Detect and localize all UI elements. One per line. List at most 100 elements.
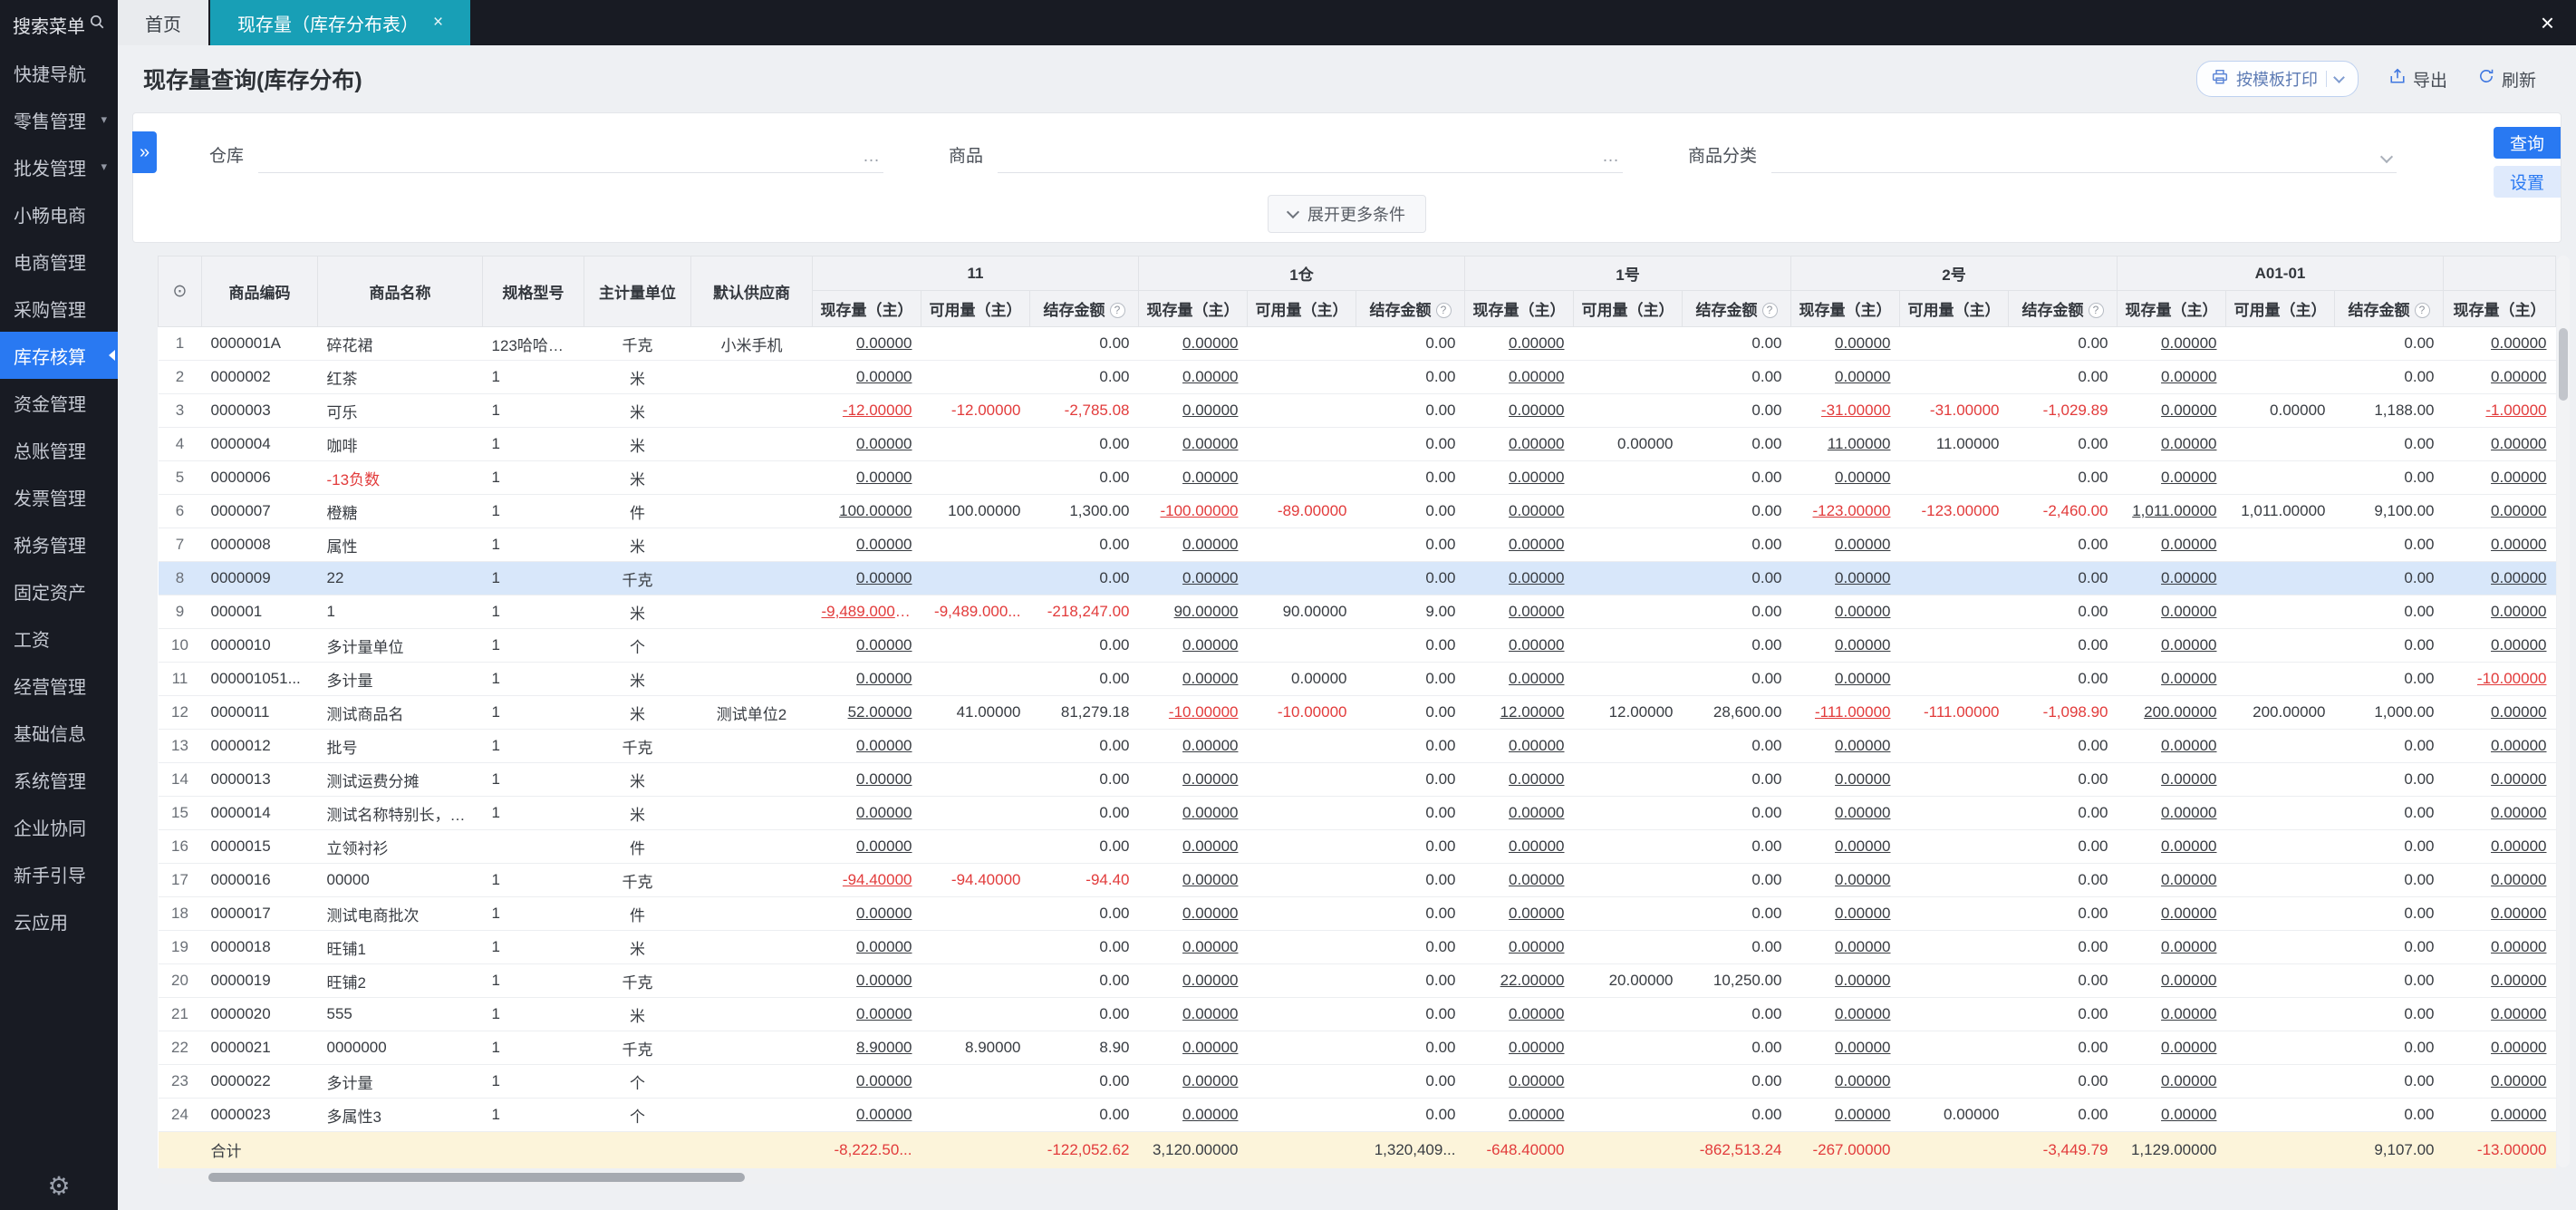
cell-onhand-qty[interactable]: -9,489.00000 [812, 595, 921, 629]
table-row[interactable]: 10 0000010 多计量单位 1 个 0.00000 0.00 0.00000 0.00 0.… [158, 628, 2556, 663]
cell-onhand-qty[interactable]: -100.00000 [1138, 494, 1248, 528]
cell-onhand-qty[interactable]: 0.00000 [2117, 829, 2226, 864]
cell-onhand-qty[interactable]: 0.00000 [812, 360, 921, 394]
cell-onhand-qty[interactable]: 0.00000 [1138, 528, 1248, 562]
cell-onhand-qty[interactable]: 0.00000 [812, 963, 921, 998]
cell-onhand-qty[interactable]: 0.00000 [1464, 930, 1574, 964]
cell-onhand-qty[interactable]: 0.00000 [1464, 326, 1574, 361]
warehouse-input[interactable] [258, 135, 884, 172]
cell-onhand-qty[interactable]: 0.00000 [2443, 595, 2556, 629]
cell-onhand-qty[interactable]: 0.00000 [1790, 1064, 1900, 1099]
cell-onhand-qty[interactable]: 0.00000 [2117, 1098, 2226, 1132]
cell-onhand-qty[interactable]: 0.00000 [1790, 1098, 1900, 1132]
cell-onhand-qty[interactable]: 0.00000 [1790, 863, 1900, 897]
cell-onhand-qty[interactable]: 0.00000 [2443, 360, 2556, 394]
table-row[interactable]: 7 0000008 属性 1 米 0.00000 0.00 0.00000 0.00 0.0000… [158, 528, 2556, 562]
cell-onhand-qty[interactable]: 0.00000 [2117, 427, 2226, 461]
table-row[interactable]: 6 0000007 橙糖 1 件 100.00000 100.00000 1,300.00 -1… [158, 494, 2556, 528]
cell-onhand-qty[interactable]: 0.00000 [1464, 1098, 1574, 1132]
cell-onhand-qty[interactable]: 0.00000 [1138, 393, 1248, 428]
cell-onhand-qty[interactable]: 0.00000 [1464, 528, 1574, 562]
horizontal-scrollbar[interactable] [158, 1171, 2555, 1184]
cell-onhand-qty[interactable]: 0.00000 [812, 561, 921, 595]
cell-onhand-qty[interactable]: 0.00000 [1138, 1098, 1248, 1132]
cell-onhand-qty[interactable]: 0.00000 [2117, 393, 2226, 428]
cell-onhand-qty[interactable]: 0.00000 [2117, 1064, 2226, 1099]
cell-onhand-qty[interactable]: 0.00000 [1790, 796, 1900, 830]
cell-onhand-qty[interactable]: 200.00000 [2117, 695, 2226, 730]
cell-onhand-qty[interactable]: 0.00000 [2443, 695, 2556, 730]
cell-onhand-qty[interactable]: -12.00000 [812, 393, 921, 428]
table-row[interactable]: 16 0000015 立领衬衫件 0.00000 0.00 0.00000 0.00 0.00… [158, 829, 2556, 864]
cell-onhand-qty[interactable]: 0.00000 [1464, 796, 1574, 830]
cell-onhand-qty[interactable]: 0.00000 [2443, 863, 2556, 897]
help-icon[interactable]: ? [1435, 303, 1452, 318]
cell-onhand-qty[interactable]: 0.00000 [812, 427, 921, 461]
settings-button[interactable]: 设置 [2494, 166, 2561, 198]
cell-onhand-qty[interactable]: 0.00000 [2117, 561, 2226, 595]
cell-onhand-qty[interactable]: 0.00000 [1790, 729, 1900, 763]
cell-onhand-qty[interactable]: 0.00000 [2117, 662, 2226, 696]
cell-onhand-qty[interactable]: 0.00000 [812, 628, 921, 663]
sidebar-item-发票管理[interactable]: 发票管理 [0, 473, 118, 520]
cell-onhand-qty[interactable]: 0.00000 [1138, 729, 1248, 763]
cell-onhand-qty[interactable]: -31.00000 [1790, 393, 1900, 428]
cell-onhand-qty[interactable]: 0.00000 [1790, 595, 1900, 629]
sidebar-item-基础信息[interactable]: 基础信息 [0, 709, 118, 756]
sidebar-item-企业协同[interactable]: 企业协同 [0, 803, 118, 850]
cell-onhand-qty[interactable]: 0.00000 [2117, 528, 2226, 562]
help-icon[interactable]: ? [2414, 303, 2430, 318]
table-row[interactable]: 12 0000011 测试商品名 1 米测试单位2 52.00000 41.00000 81,… [158, 695, 2556, 730]
sidebar-item-工资[interactable]: 工资 [0, 615, 118, 662]
cell-onhand-qty[interactable]: 0.00000 [1138, 997, 1248, 1031]
cell-onhand-qty[interactable]: 0.00000 [2443, 963, 2556, 998]
cell-onhand-qty[interactable]: 0.00000 [1138, 896, 1248, 931]
cell-onhand-qty[interactable]: 0.00000 [1138, 326, 1248, 361]
cell-onhand-qty[interactable]: 0.00000 [1464, 863, 1574, 897]
cell-onhand-qty[interactable]: 0.00000 [1138, 863, 1248, 897]
refresh-button[interactable]: 刷新 [2478, 67, 2536, 92]
cell-onhand-qty[interactable]: 0.00000 [812, 796, 921, 830]
cell-onhand-qty[interactable]: 0.00000 [2117, 863, 2226, 897]
cell-onhand-qty[interactable]: -1.00000 [2443, 393, 2556, 428]
cell-onhand-qty[interactable]: 0.00000 [1790, 896, 1900, 931]
cell-onhand-qty[interactable]: 0.00000 [2443, 1064, 2556, 1099]
cell-onhand-qty[interactable]: 100.00000 [812, 494, 921, 528]
cell-onhand-qty[interactable]: 0.00000 [1464, 494, 1574, 528]
cell-onhand-qty[interactable]: 0.00000 [1138, 360, 1248, 394]
cell-onhand-qty[interactable]: 0.00000 [2443, 930, 2556, 964]
table-row[interactable]: 23 0000022 多计量 1 个 0.00000 0.00 0.00000 0.00 0.00… [158, 1064, 2556, 1099]
cell-onhand-qty[interactable]: 0.00000 [1464, 762, 1574, 797]
help-icon[interactable]: ? [1109, 303, 1125, 318]
query-button[interactable]: 查询 [2494, 127, 2561, 159]
cell-onhand-qty[interactable]: 0.00000 [2443, 628, 2556, 663]
cell-onhand-qty[interactable]: 0.00000 [1790, 326, 1900, 361]
cell-onhand-qty[interactable]: 0.00000 [2443, 1031, 2556, 1065]
cell-onhand-qty[interactable]: 0.00000 [1464, 460, 1574, 495]
column-settings-icon[interactable]: ⊙ [172, 282, 188, 301]
table-row[interactable]: 24 0000023 多属性3 1 个 0.00000 0.00 0.00000 0.00 0.0… [158, 1098, 2556, 1132]
cell-onhand-qty[interactable]: 0.00000 [1464, 628, 1574, 663]
table-row[interactable]: 19 0000018 旺铺1 1 米 0.00000 0.00 0.00000 0.00 0.00… [158, 930, 2556, 964]
cell-onhand-qty[interactable]: 0.00000 [1138, 762, 1248, 797]
cell-onhand-qty[interactable]: 0.00000 [2117, 628, 2226, 663]
table-row[interactable]: 14 0000013 测试运费分摊 1 米 0.00000 0.00 0.00000 0.00 0… [158, 762, 2556, 797]
sidebar-item-快捷导航[interactable]: 快捷导航 [0, 49, 118, 96]
cell-onhand-qty[interactable]: 0.00000 [2117, 1031, 2226, 1065]
cell-onhand-qty[interactable]: 0.00000 [2443, 729, 2556, 763]
cell-onhand-qty[interactable]: 22.00000 [1464, 963, 1574, 998]
table-row[interactable]: 8 0000009 22 1 千克 0.00000 0.00 0.00000 0.00 0.000… [158, 561, 2556, 595]
window-close-icon[interactable]: × [2540, 8, 2554, 36]
cell-onhand-qty[interactable]: 0.00000 [1790, 829, 1900, 864]
sidebar-item-电商管理[interactable]: 电商管理 [0, 237, 118, 285]
category-select-input[interactable] [1771, 135, 2398, 172]
cell-onhand-qty[interactable]: 0.00000 [2117, 729, 2226, 763]
cell-onhand-qty[interactable]: -111.00000 [1790, 695, 1900, 730]
cell-onhand-qty[interactable]: 0.00000 [1138, 1064, 1248, 1099]
sidebar-search[interactable]: 搜索菜单 [0, 0, 118, 49]
product-input[interactable] [998, 135, 1624, 172]
table-row[interactable]: 17 0000016 00000 1 千克 -94.40000 -94.40000 -94.4… [158, 863, 2556, 897]
cell-onhand-qty[interactable]: 0.00000 [2443, 494, 2556, 528]
cell-onhand-qty[interactable]: 1,011.00000 [2117, 494, 2226, 528]
sidebar-item-固定资产[interactable]: 固定资产 [0, 567, 118, 615]
